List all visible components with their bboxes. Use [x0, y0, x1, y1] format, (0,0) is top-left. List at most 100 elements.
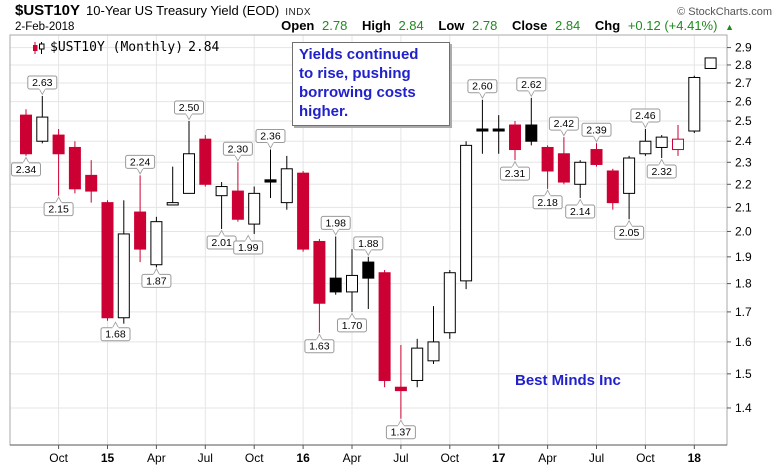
candle-2014-11: [68, 141, 81, 194]
candle-2015-08: [215, 182, 228, 229]
price-label-1.68: 1.68: [100, 321, 131, 342]
candle-2016-04: [346, 249, 358, 312]
price-label-1.87: 1.87: [141, 268, 172, 288]
candle-body: [248, 192, 261, 225]
candle-body: [215, 186, 228, 197]
price-label-pointer-mask: [560, 128, 567, 131]
price-label-text: 1.98: [325, 217, 346, 229]
price-label-text: 2.60: [472, 81, 493, 93]
candle-body: [52, 134, 65, 155]
price-label-pointer-mask: [55, 202, 62, 205]
x-axis-label: Apr: [343, 451, 362, 465]
price-label-text: 1.88: [358, 238, 379, 250]
candle-body: [492, 128, 505, 132]
candle-2014-12: [85, 160, 98, 203]
candle-2016-01: [297, 170, 310, 252]
candle-2016-02: [313, 238, 326, 333]
candle-2017-01: [492, 115, 505, 154]
price-label-text: 2.14: [570, 206, 591, 218]
quote-bar: 2-Feb-2018 Open 2.78 High 2.84 Low 2.78 …: [15, 18, 734, 33]
price-label-text: 2.63: [32, 77, 53, 89]
high-value: 2.84: [398, 18, 424, 33]
x-axis-label: Jul: [198, 451, 213, 465]
candle-2016-07: [394, 344, 407, 419]
candle-body: [329, 277, 342, 293]
annotation-line: higher.: [299, 103, 349, 120]
price-label-text: 1.68: [105, 329, 126, 341]
candle-2015-02: [117, 200, 130, 324]
price-label-pointer: [267, 142, 274, 149]
y-axis-label: 2.4: [735, 134, 752, 148]
price-label-text: 2.62: [521, 79, 542, 91]
price-label-text: 2.01: [211, 237, 232, 249]
price-label-pointer: [560, 129, 568, 137]
candle-2016-08: [411, 338, 424, 388]
candle-body: [541, 146, 554, 172]
price-label-1.63: 1.63: [304, 333, 335, 354]
candle-2018-01: [688, 75, 701, 134]
candle-body: [443, 272, 456, 334]
y-axis-label: 1.7: [735, 305, 752, 319]
price-label-text: 1.99: [238, 242, 259, 254]
price-label-2.14: 2.14: [565, 198, 596, 219]
candle-2017-09: [623, 155, 636, 220]
candle-2015-07: [199, 135, 212, 187]
candle-2015-04: [150, 216, 163, 268]
candle-2017-08: [606, 168, 619, 210]
y-axis-label: 1.6: [735, 335, 752, 349]
price-label-text: 2.30: [228, 143, 249, 155]
candle-body: [557, 153, 570, 183]
change-up-arrow-icon: ▲: [725, 22, 734, 32]
y-axis-label: 1.8: [735, 277, 752, 291]
candle-2015-01: [101, 200, 114, 321]
annotation-line: to rise, pushing: [299, 65, 411, 82]
price-label-pointer: [55, 196, 62, 203]
y-axis-label: 2.8: [735, 58, 752, 72]
chart-legend: $UST10Y (Monthly) 2.84: [32, 40, 219, 55]
price-label-2.31: 2.31: [500, 160, 530, 181]
price-label-pointer-mask: [658, 164, 665, 167]
price-label-2.63: 2.63: [27, 75, 58, 96]
ohlc-readout: Open 2.78 High 2.84 Low 2.78 Close 2.84 …: [281, 18, 734, 33]
price-label-text: 2.18: [537, 197, 558, 209]
price-label-2.24: 2.24: [125, 154, 156, 175]
price-label-pointer: [316, 333, 323, 340]
x-axis-label: Oct: [49, 451, 68, 465]
price-label-text: 2.05: [619, 227, 640, 239]
price-label-text: 1.87: [146, 275, 167, 287]
x-axis-label: Jul: [589, 451, 604, 465]
y-axis-label: 1.4: [735, 401, 752, 415]
y-axis-label: 1.5: [735, 367, 752, 381]
price-label-2.15: 2.15: [43, 196, 74, 217]
price-label-pointer-mask: [593, 134, 600, 137]
candle-body: [362, 261, 375, 279]
open-label: Open: [281, 18, 315, 33]
price-label-pointer-mask: [23, 162, 29, 165]
price-label-pointer-mask: [365, 248, 372, 251]
candle-body: [183, 153, 195, 194]
y-axis-label: 2.1: [735, 200, 752, 214]
candle-2015-05: [166, 166, 179, 206]
price-label-text: 2.42: [554, 118, 575, 130]
quote-date: 2-Feb-2018: [15, 21, 75, 33]
price-label-pointer: [625, 219, 633, 227]
price-label-2.30: 2.30: [222, 141, 253, 162]
price-label-pointer-mask: [137, 166, 144, 169]
candle-body: [688, 76, 701, 132]
candlestick-chart-icon: [33, 41, 45, 54]
candle-body: [704, 57, 717, 69]
y-axis-label: 2.9: [735, 41, 752, 55]
candle-body: [623, 157, 636, 194]
price-label-pointer-mask: [332, 227, 339, 230]
candle-2017-07: [590, 143, 603, 167]
candle-2017-05: [557, 137, 570, 185]
stockcharts-copyright-link[interactable]: © StockCharts.com: [677, 6, 772, 18]
price-label-pointer: [218, 229, 225, 237]
close-label: Close: [511, 18, 548, 33]
price-label-pointer-mask: [218, 235, 225, 238]
change-label: Chg: [594, 18, 621, 33]
price-label-pointer: [136, 168, 144, 175]
ticker-symbol: $UST10Y: [15, 2, 81, 19]
price-label-pointer: [364, 249, 372, 257]
